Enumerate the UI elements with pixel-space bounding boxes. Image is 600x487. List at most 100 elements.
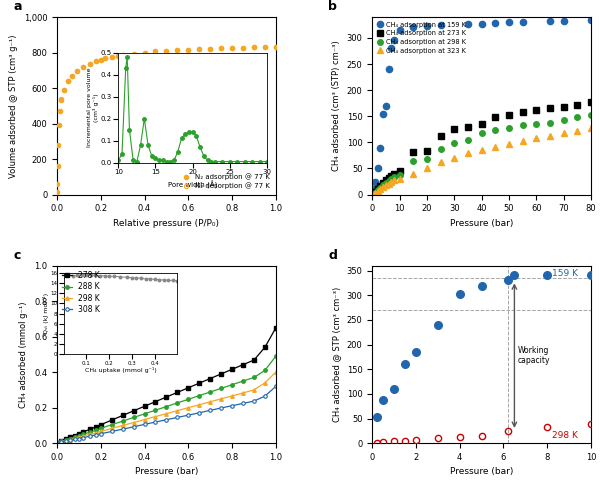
N₂ adsorption @ 77 K (56, 122, 63, 128)
CH₄ adsorption at 159 K (464, 21, 472, 27)
CH₄ adsorption at 159 K (519, 19, 526, 25)
N₂ adsorption @ 77 K (141, 50, 148, 56)
308 K (152, 419, 159, 425)
Legend: 278 K, 288 K, 298 K, 308 K: 278 K, 288 K, 298 K, 308 K (61, 269, 101, 316)
298 K (141, 417, 148, 423)
278 K (97, 422, 104, 428)
278 K (196, 380, 203, 386)
CH₄ adsorption at 273 K (388, 173, 395, 179)
Line: CH₄ adsorption at 323 K: CH₄ adsorption at 323 K (371, 126, 594, 197)
CH₄ adsorption at 323 K (374, 188, 381, 194)
CH₄ adsorption at 298 K (377, 185, 384, 191)
278 K (218, 371, 225, 377)
N₂ desorption @ 77 K (206, 46, 214, 52)
CH₄ adsorption at 273 K (371, 189, 379, 195)
CH₄ adsorption at 159 K (505, 19, 512, 25)
298 K (185, 405, 192, 411)
CH₄ adsorption at 323 K (464, 150, 472, 156)
CH₄ adsorption at 273 K (374, 187, 381, 192)
CH₄ adsorption at 159 K (396, 27, 403, 33)
Legend: N₂ adsorption @ 77 K, N₂ desorption @ 77 K: N₂ adsorption @ 77 K, N₂ desorption @ 77… (179, 171, 272, 191)
298 K (75, 434, 82, 440)
N₂ desorption @ 77 K (229, 45, 236, 51)
Line: 308 K: 308 K (55, 385, 278, 445)
308 K (206, 408, 214, 413)
N₂ desorption @ 77 K (185, 47, 192, 53)
CH₄ adsorption at 298 K (382, 180, 389, 186)
CH₄ adsorption at 273 K (396, 168, 403, 174)
CH₄ adsorption at 159 K (382, 103, 389, 109)
CH₄ adsorption at 323 K (547, 132, 554, 138)
X-axis label: Pressure (bar): Pressure (bar) (135, 468, 198, 476)
308 K (97, 431, 104, 437)
N₂ adsorption @ 77 K (97, 57, 104, 63)
308 K (262, 393, 269, 399)
308 K (130, 424, 137, 430)
N₂ adsorption @ 77 K (55, 142, 62, 148)
278 K (71, 433, 78, 439)
308 K (196, 410, 203, 416)
N₂ desorption @ 77 K (101, 56, 109, 61)
CH₄ adsorption at 159 K (423, 23, 430, 29)
CH₄ adsorption at 323 K (382, 182, 389, 188)
CH₄ adsorption at 273 K (410, 149, 417, 155)
298 K (62, 438, 70, 444)
CH₄ adsorption at 323 K (505, 141, 512, 147)
CH₄ adsorption at 323 K (437, 159, 444, 165)
N₂ adsorption @ 77 K (80, 64, 87, 70)
N₂ desorption @ 77 K (163, 48, 170, 54)
278 K (93, 424, 100, 430)
CH₄ adsorption at 323 K (587, 125, 595, 131)
N₂ adsorption @ 77 K (73, 68, 80, 74)
288 K (130, 414, 137, 420)
N₂ adsorption @ 77 K (250, 44, 257, 50)
298 K (174, 408, 181, 413)
Text: Working
capacity: Working capacity (518, 346, 550, 365)
Text: c: c (13, 248, 20, 262)
278 K (206, 375, 214, 381)
N₂ desorption @ 77 K (130, 51, 137, 56)
CH₄ adsorption at 159 K (377, 145, 384, 150)
N₂ adsorption @ 77 K (58, 97, 65, 103)
Line: CH₄ adsorption at 159 K: CH₄ adsorption at 159 K (370, 17, 594, 195)
N₂ desorption @ 77 K (60, 87, 67, 93)
CH₄ adsorption at 323 K (423, 166, 430, 171)
CH₄ adsorption at 273 K (423, 148, 430, 154)
N₂ adsorption @ 77 K (101, 56, 109, 61)
308 K (58, 439, 65, 445)
Y-axis label: CH₄ adsorbed @ STP (cm³ cm⁻³): CH₄ adsorbed @ STP (cm³ cm⁻³) (332, 287, 341, 422)
CH₄ adsorption at 273 K (451, 127, 458, 132)
N₂ adsorption @ 77 K (56, 108, 64, 114)
298 K (229, 393, 236, 399)
Text: 298 K: 298 K (551, 431, 577, 440)
288 K (141, 411, 148, 417)
288 K (262, 368, 269, 374)
CH₄ adsorption at 159 K (547, 19, 554, 24)
Line: N₂ adsorption @ 77 K: N₂ adsorption @ 77 K (55, 45, 278, 194)
288 K (75, 433, 82, 439)
288 K (53, 440, 61, 446)
CH₄ adsorption at 298 K (451, 140, 458, 146)
278 K (62, 436, 70, 442)
Line: CH₄ adsorption at 298 K: CH₄ adsorption at 298 K (371, 112, 594, 196)
N₂ desorption @ 77 K (119, 52, 126, 58)
Line: N₂ desorption @ 77 K: N₂ desorption @ 77 K (59, 45, 278, 101)
CH₄ adsorption at 298 K (464, 137, 472, 143)
278 K (262, 344, 269, 350)
CH₄ adsorption at 298 K (437, 146, 444, 152)
278 K (174, 390, 181, 395)
N₂ desorption @ 77 K (86, 61, 94, 67)
278 K (86, 427, 94, 432)
CH₄ adsorption at 323 K (519, 138, 526, 144)
CH₄ adsorption at 159 K (410, 24, 417, 30)
308 K (93, 432, 100, 438)
308 K (86, 433, 94, 439)
CH₄ adsorption at 159 K (391, 37, 398, 43)
CH₄ adsorption at 273 K (491, 114, 499, 120)
N₂ desorption @ 77 K (196, 46, 203, 52)
N₂ desorption @ 77 K (152, 49, 159, 55)
308 K (62, 438, 70, 444)
CH₄ adsorption at 159 K (560, 18, 567, 24)
N₂ desorption @ 77 K (272, 44, 280, 50)
N₂ adsorption @ 77 K (239, 45, 247, 51)
